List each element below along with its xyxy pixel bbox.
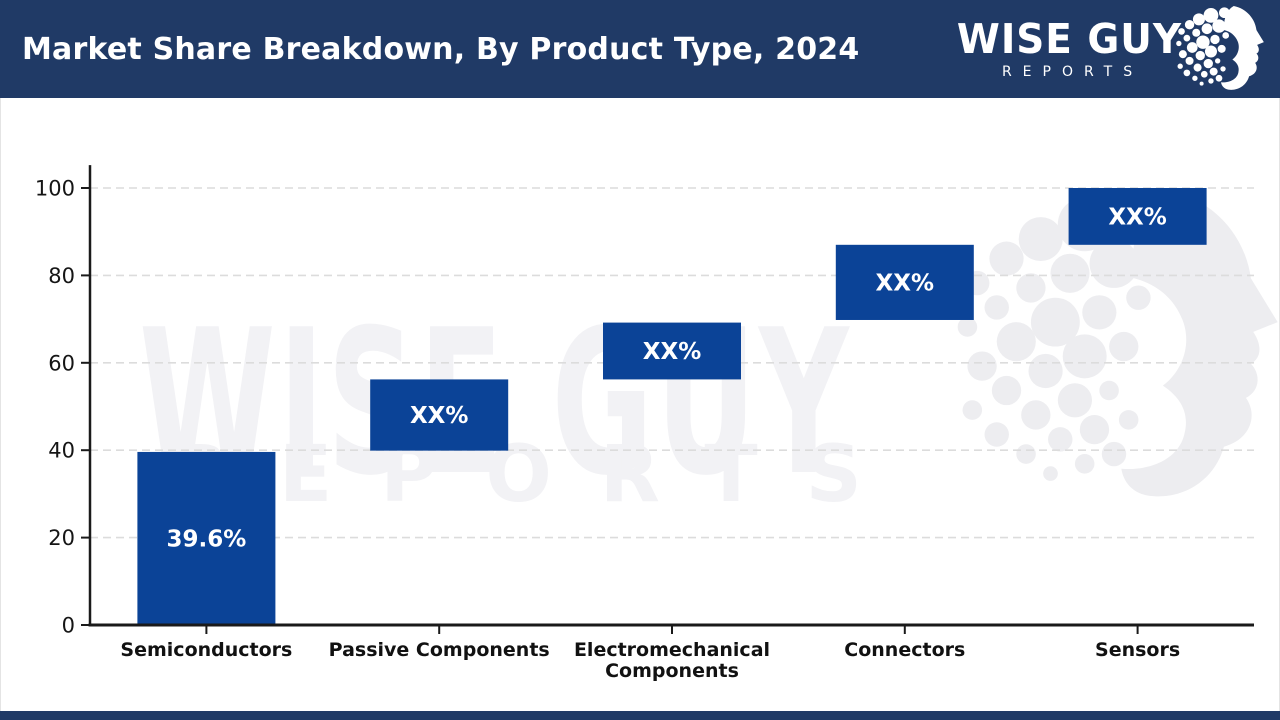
y-axis-tick-label: 100 <box>35 177 75 201</box>
x-axis-label: Semiconductors <box>120 639 292 661</box>
bar-value-label: XX% <box>876 270 935 296</box>
y-axis-tick-label: 60 <box>48 351 75 375</box>
x-axis-label: Electromechanical Components <box>574 639 770 682</box>
bar-value-label: XX% <box>410 403 469 429</box>
bar-passive-components <box>370 379 509 451</box>
bar-electromechanical-components <box>603 322 741 380</box>
logo-subtitle: REPORTS <box>1001 63 1144 80</box>
bar-connectors <box>835 244 974 320</box>
chart-area: WISE GUY REPORTS 39.6% Semiconductors XX% P… <box>0 98 1280 711</box>
chart-title: Market Share Breakdown, By Product Type,… <box>22 31 860 67</box>
bar-sensors <box>1068 188 1207 245</box>
bar-value-label: XX% <box>643 339 702 365</box>
waterfall-chart: 39.6% Semiconductors XX% Passive Components… <box>35 165 1254 682</box>
bar-value-label: XX% <box>1108 204 1167 230</box>
x-axis-label: Connectors <box>844 639 965 661</box>
bar-value-label: 39.6% <box>167 526 247 552</box>
x-axis-label: Passive Components <box>329 639 550 661</box>
header-bar: Market Share Breakdown, By Product Type,… <box>0 0 1280 98</box>
y-axis-tick-label: 20 <box>48 526 75 550</box>
logo-wordmark: WISE GUY <box>956 14 1183 63</box>
footer-bar <box>0 711 1280 720</box>
wise-guy-reports-logo: WISE GUY REPORTS <box>951 5 1266 93</box>
y-axis-tick-label: 0 <box>62 614 75 638</box>
y-axis-tick-label: 40 <box>48 439 75 463</box>
bar-semiconductors <box>137 451 276 625</box>
x-axis-label: Sensors <box>1095 639 1180 661</box>
logo-text: WISE GUY REPORTS <box>951 14 1188 80</box>
y-axis-tick-label: 80 <box>48 264 75 288</box>
